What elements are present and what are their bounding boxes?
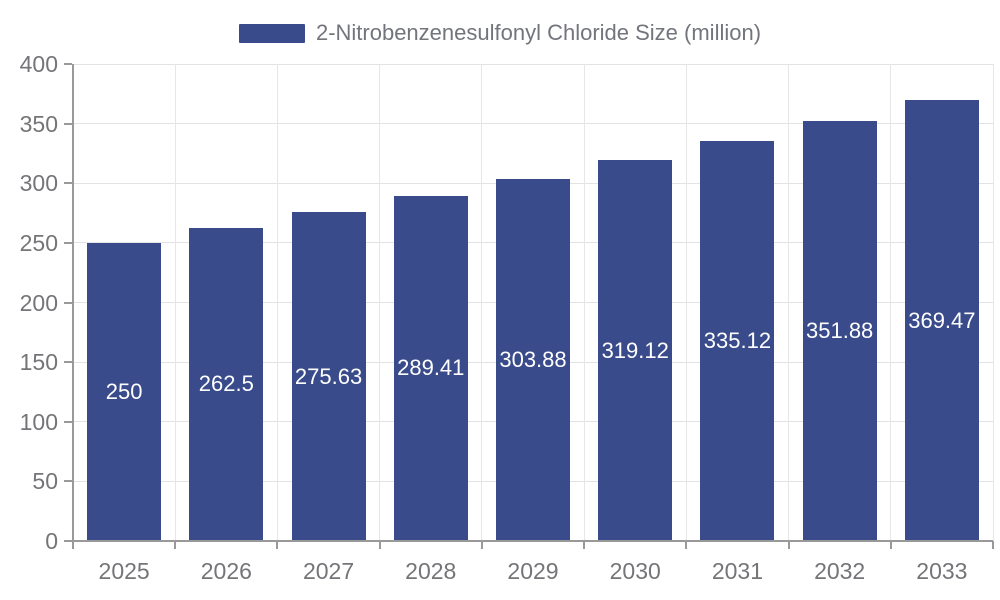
gridline-horizontal — [73, 63, 993, 65]
x-axis-tick-label: 2026 — [200, 558, 252, 584]
gridline-vertical — [276, 64, 278, 541]
legend-item[interactable]: 2-Nitrobenzenesulfonyl Chloride Size (mi… — [238, 20, 762, 46]
x-axis-tick — [889, 541, 892, 549]
y-axis-tick-label: 400 — [19, 51, 58, 77]
bar-value-label: 275.63 — [294, 363, 363, 389]
y-axis-tick-label: 100 — [19, 408, 58, 435]
x-axis-tick — [583, 541, 586, 549]
plot-area: 0 50 100 150 200 250 300 350 400 250 262.5 275.63 28… — [20, 52, 994, 584]
x-axis-tick — [174, 541, 177, 549]
y-axis-tick-label: 250 — [19, 229, 58, 256]
x-axis-tick-label: 2028 — [405, 558, 457, 584]
bar-2031[interactable]: 335.12 — [700, 141, 775, 541]
y-axis-tick — [64, 241, 72, 244]
x-axis-tick-label: 2029 — [507, 558, 559, 584]
x-axis-tick-label: 2033 — [916, 558, 968, 584]
y-axis-tick — [64, 301, 72, 304]
bar-2030[interactable]: 319.12 — [598, 160, 673, 541]
y-axis-tick-label: 50 — [32, 468, 58, 495]
bar-value-label: 289.41 — [397, 355, 465, 381]
y-axis-tick — [64, 122, 72, 125]
gridline-vertical — [890, 64, 892, 541]
gridline-vertical — [992, 64, 994, 541]
y-axis-tick-label: 0 — [45, 528, 58, 554]
x-axis-tick-label: 2027 — [302, 558, 355, 584]
x-axis-tick — [378, 541, 381, 549]
y-axis-tick — [64, 480, 72, 483]
x-axis-tick-label: 2031 — [711, 558, 764, 584]
gridline-vertical — [174, 64, 176, 541]
bar-value-label: 262.5 — [198, 371, 254, 397]
bar-2032[interactable]: 351.88 — [802, 121, 877, 541]
legend-swatch-icon — [238, 23, 305, 43]
x-axis-tick — [480, 541, 483, 549]
legend-label: 2-Nitrobenzenesulfonyl Chloride Size (mi… — [315, 20, 762, 45]
y-axis-tick — [64, 182, 72, 185]
legend: 2-Nitrobenzenesulfonyl Chloride Size (mi… — [0, 20, 1000, 46]
x-axis-tick — [72, 541, 74, 549]
x-axis-tick — [787, 541, 790, 549]
bar-2033[interactable]: 369.47 — [904, 100, 979, 541]
y-axis-line — [72, 64, 74, 541]
bar-value-label: 250 — [105, 378, 143, 404]
x-axis-line — [72, 540, 993, 542]
y-axis-tick — [64, 420, 72, 423]
gridline-vertical — [685, 64, 687, 541]
y-axis-tick — [64, 540, 72, 542]
bar-value-label: 335.12 — [703, 328, 772, 354]
bar-2026[interactable]: 262.5 — [189, 227, 264, 541]
gridline-horizontal — [73, 123, 993, 125]
bar-2028[interactable]: 289.41 — [393, 195, 468, 541]
bar-value-label: 369.47 — [908, 307, 976, 333]
y-axis-tick — [64, 361, 72, 364]
x-axis-tick — [276, 541, 279, 549]
y-axis-tick-label: 300 — [19, 170, 58, 197]
gridline-vertical — [481, 64, 483, 541]
x-axis-tick — [992, 541, 994, 549]
gridline-vertical — [788, 64, 790, 541]
y-axis-tick-label: 350 — [19, 110, 58, 137]
bar-value-label: 319.12 — [601, 337, 669, 363]
y-axis-tick-label: 200 — [19, 289, 58, 316]
x-axis-tick — [685, 541, 688, 549]
y-axis-tick — [64, 63, 72, 65]
bar-2025[interactable]: 250 — [87, 242, 162, 541]
bar-2029[interactable]: 303.88 — [496, 178, 570, 541]
bar-value-label: 303.88 — [499, 346, 567, 372]
y-axis-tick-label: 150 — [19, 349, 58, 376]
gridline-vertical — [583, 64, 585, 541]
gridline-vertical — [379, 64, 381, 541]
bar-2027[interactable]: 275.63 — [291, 212, 366, 541]
x-axis-tick-label: 2025 — [98, 558, 150, 584]
bar-value-label: 351.88 — [806, 318, 874, 344]
x-axis-tick-label: 2032 — [814, 558, 866, 584]
x-axis-tick-label: 2030 — [609, 558, 661, 584]
